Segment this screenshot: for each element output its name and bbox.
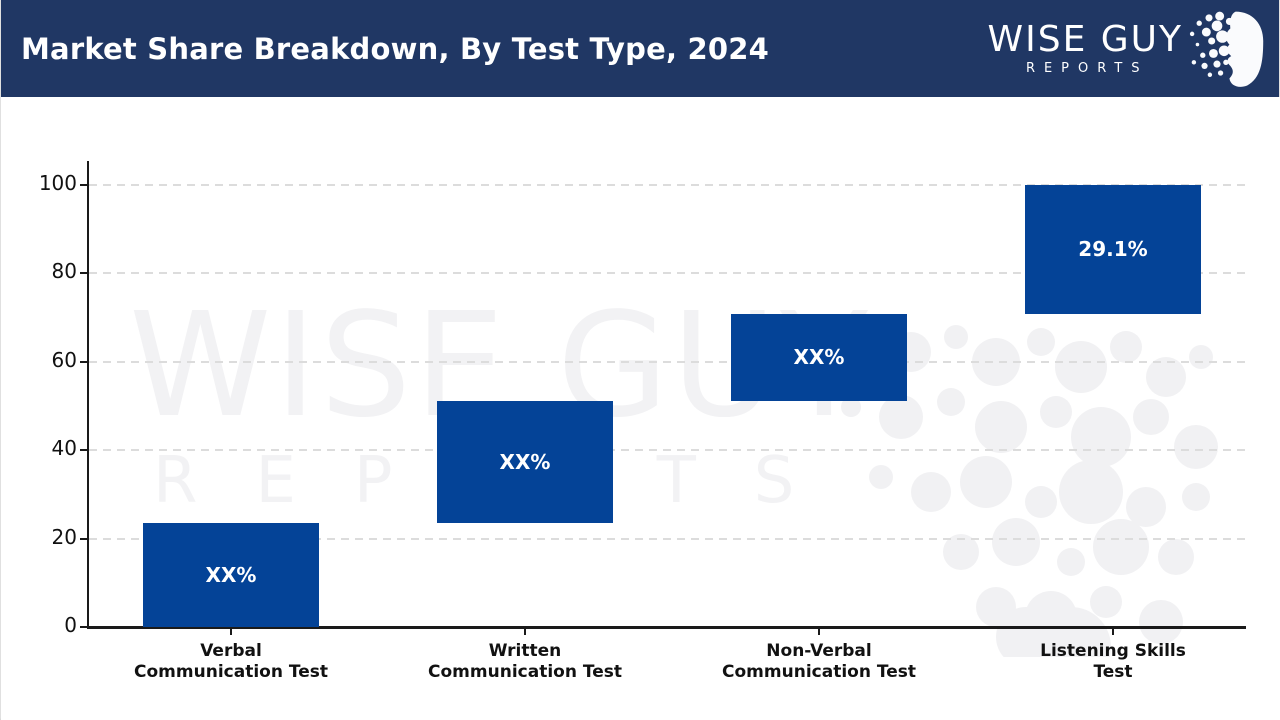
y-tick-label-40: 40 xyxy=(51,436,77,461)
gridline-100 xyxy=(89,184,1246,186)
bar-value-label-3: 29.1% xyxy=(1078,237,1148,262)
y-tick-label-20: 20 xyxy=(51,524,77,549)
bar-segment-2: XX% xyxy=(731,313,907,402)
y-tick-label-100: 100 xyxy=(38,171,77,195)
gridline-60 xyxy=(89,360,1246,363)
bar-segment-0: XX% xyxy=(143,523,319,627)
wise-guy-reports-logo: WISE GUY REPORTS xyxy=(988,6,1266,92)
bar-segment-3: 29.1% xyxy=(1025,185,1201,314)
logo-face-icon xyxy=(1189,11,1264,87)
gridline-20 xyxy=(89,537,1246,540)
y-tick-label-80: 80 xyxy=(51,259,77,284)
bar-value-label-1: XX% xyxy=(499,450,551,475)
y-tick-40 xyxy=(80,449,87,452)
logo-wordmark: WISE GUY xyxy=(987,19,1183,61)
category-label-1: Written Communication Test xyxy=(428,641,622,682)
watermark-dots-pattern xyxy=(815,322,1218,657)
x-axis-line xyxy=(87,626,1246,629)
bar-value-label-2: XX% xyxy=(793,345,845,370)
category-label-3: Listening Skills Test xyxy=(1040,641,1186,682)
y-axis-line xyxy=(87,161,89,629)
y-tick-100 xyxy=(80,184,87,186)
category-label-0: Verbal Communication Test xyxy=(134,641,328,682)
bar-segment-1: XX% xyxy=(437,401,613,524)
x-tick-2 xyxy=(818,628,820,635)
y-tick-label-60: 60 xyxy=(51,347,77,372)
bar-value-label-0: XX% xyxy=(205,563,257,588)
logo-text: WISE GUY REPORTS xyxy=(988,21,1184,76)
plot-area: XX% XX% XX% 29.1% xyxy=(80,161,1246,635)
logo-subtext: REPORTS xyxy=(1025,60,1149,76)
header: Market Share Breakdown, By Test Type, 20… xyxy=(1,0,1279,97)
gridline-80 xyxy=(89,272,1246,275)
y-tick-60 xyxy=(80,360,87,363)
x-tick-1 xyxy=(524,628,526,635)
x-tick-0 xyxy=(230,628,232,635)
x-tick-3 xyxy=(1112,628,1114,635)
y-tick-0 xyxy=(80,626,87,628)
chart-title: Market Share Breakdown, By Test Type, 20… xyxy=(21,31,770,66)
gridline-40 xyxy=(89,449,1246,452)
y-tick-80 xyxy=(80,272,87,275)
y-tick-20 xyxy=(80,537,87,540)
category-label-2: Non-Verbal Communication Test xyxy=(722,641,916,682)
y-tick-label-0: 0 xyxy=(64,613,77,637)
